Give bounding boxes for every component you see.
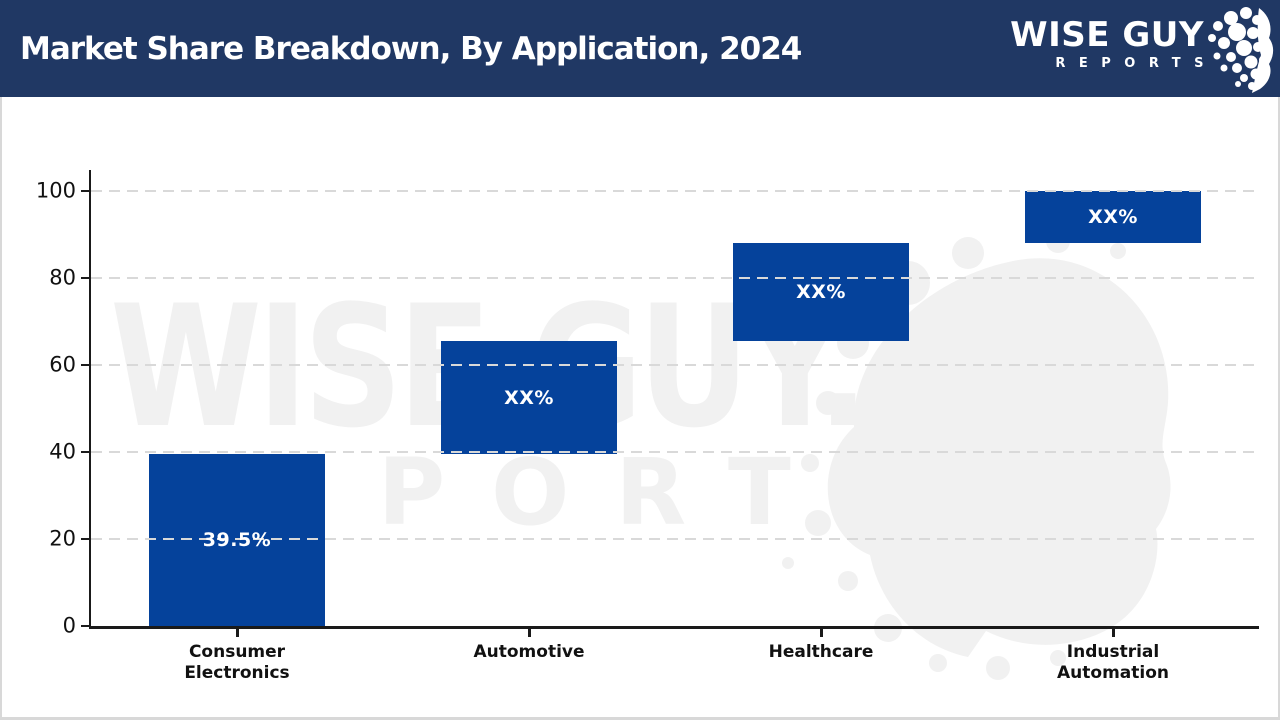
brand-subname: REPORTS xyxy=(1055,55,1217,71)
y-tick-mark xyxy=(81,276,89,279)
bar-value-label: XX% xyxy=(1088,206,1138,229)
bar-3: XX% xyxy=(1025,191,1201,244)
y-tick-mark xyxy=(81,624,89,627)
x-tick-mark xyxy=(236,629,239,637)
bar-value-label: XX% xyxy=(504,386,554,409)
gridline-20 xyxy=(91,538,1259,540)
x-category-label: Industrial Automation xyxy=(1057,642,1169,684)
y-tick-mark xyxy=(81,450,89,453)
gridline-40 xyxy=(91,451,1259,453)
gridline-60 xyxy=(91,364,1259,366)
gridline-100 xyxy=(91,190,1259,192)
x-category-label: Healthcare xyxy=(768,642,874,662)
y-tick-label: 20 xyxy=(49,526,76,551)
x-category-label: Automotive xyxy=(473,642,585,662)
x-tick-mark xyxy=(528,629,531,637)
y-tick-label: 40 xyxy=(49,439,76,464)
bar-2: XX% xyxy=(733,243,909,342)
gridline-80 xyxy=(91,277,1259,279)
y-tick-mark xyxy=(81,363,89,366)
brand-logo-text: WISE GUY REPORTS xyxy=(1010,15,1204,70)
y-tick-label: 0 xyxy=(62,613,76,638)
page-title: Market Share Breakdown, By Application, … xyxy=(20,30,802,67)
bar-0: 39.5% xyxy=(149,454,325,626)
x-category-label: Consumer Electronics xyxy=(184,642,290,684)
y-tick-mark xyxy=(81,189,89,192)
y-tick-label: 80 xyxy=(49,265,76,290)
y-tick-mark xyxy=(81,537,89,540)
bar-value-label: XX% xyxy=(796,281,846,304)
bar-value-label: 39.5% xyxy=(202,529,272,552)
x-tick-mark xyxy=(1112,629,1115,637)
brand-logo: WISE GUY REPORTS xyxy=(1010,0,1274,97)
y-tick-label: 60 xyxy=(49,352,76,377)
y-tick-label: 100 xyxy=(35,178,76,203)
brand-name: WISE GUY xyxy=(1010,15,1204,55)
bar-1: XX% xyxy=(441,341,617,455)
x-tick-mark xyxy=(820,629,823,637)
wise-guy-head-icon xyxy=(1208,7,1274,93)
chart-area: WISE GUY. REPORTS 39.5% XX% XX% XX% 0 20 40 60… xyxy=(0,97,1280,720)
header: Market Share Breakdown, By Application, … xyxy=(0,0,1280,97)
plot: 39.5% XX% XX% XX% 0 20 40 60 80 100 Consumer Elec… xyxy=(36,170,1259,683)
